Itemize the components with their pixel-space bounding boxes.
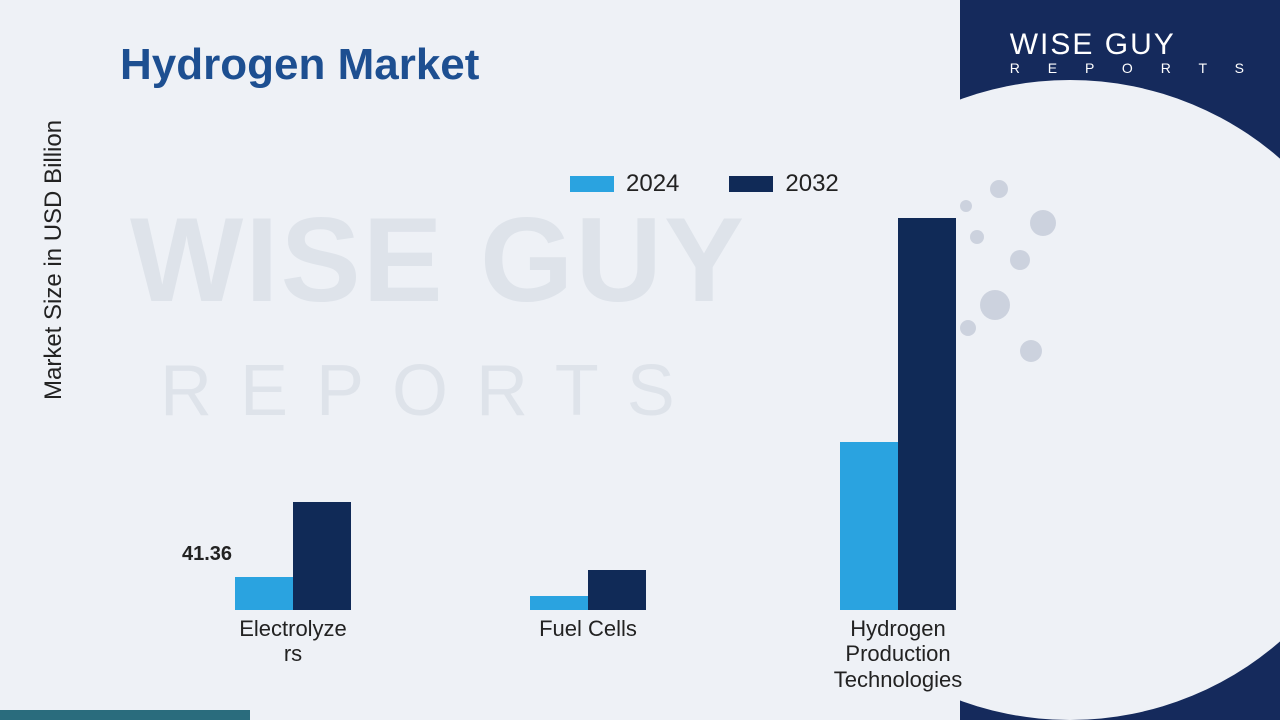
bar <box>588 570 646 610</box>
y-axis-label: Market Size in USD Billion <box>40 120 68 400</box>
bar <box>898 218 956 610</box>
legend-label-2032: 2032 <box>785 170 838 198</box>
brand-logo: WISE GUY R E P O R T S <box>1010 28 1256 76</box>
value-label: 41.36 <box>182 543 232 566</box>
bar-group: Electrolyzers <box>235 502 351 610</box>
category-label: Fuel Cells <box>498 616 678 641</box>
legend-item-2024: 2024 <box>570 170 679 198</box>
bar <box>235 577 293 610</box>
bottom-strip <box>0 710 250 720</box>
bar-group: Fuel Cells <box>530 570 646 610</box>
legend-swatch-2024 <box>570 176 614 192</box>
category-label: HydrogenProductionTechnologies <box>808 616 988 692</box>
bar <box>840 442 898 610</box>
stage: WISE GUY REPORTS Hydrogen Market Market … <box>0 0 1280 720</box>
bar <box>530 596 588 610</box>
bar <box>293 502 351 610</box>
legend-swatch-2032 <box>729 176 773 192</box>
chart-plot: Electrolyzers Fuel Cells HydrogenProductio… <box>100 210 1000 610</box>
legend: 2024 2032 <box>570 170 839 198</box>
legend-item-2032: 2032 <box>729 170 838 198</box>
legend-label-2024: 2024 <box>626 170 679 198</box>
category-label: Electrolyzers <box>203 616 383 667</box>
bar-group: HydrogenProductionTechnologies <box>840 218 956 610</box>
brand-line2: R E P O R T S <box>1010 60 1256 76</box>
page-title: Hydrogen Market <box>120 40 479 90</box>
brand-line1: WISE GUY <box>1010 28 1176 61</box>
